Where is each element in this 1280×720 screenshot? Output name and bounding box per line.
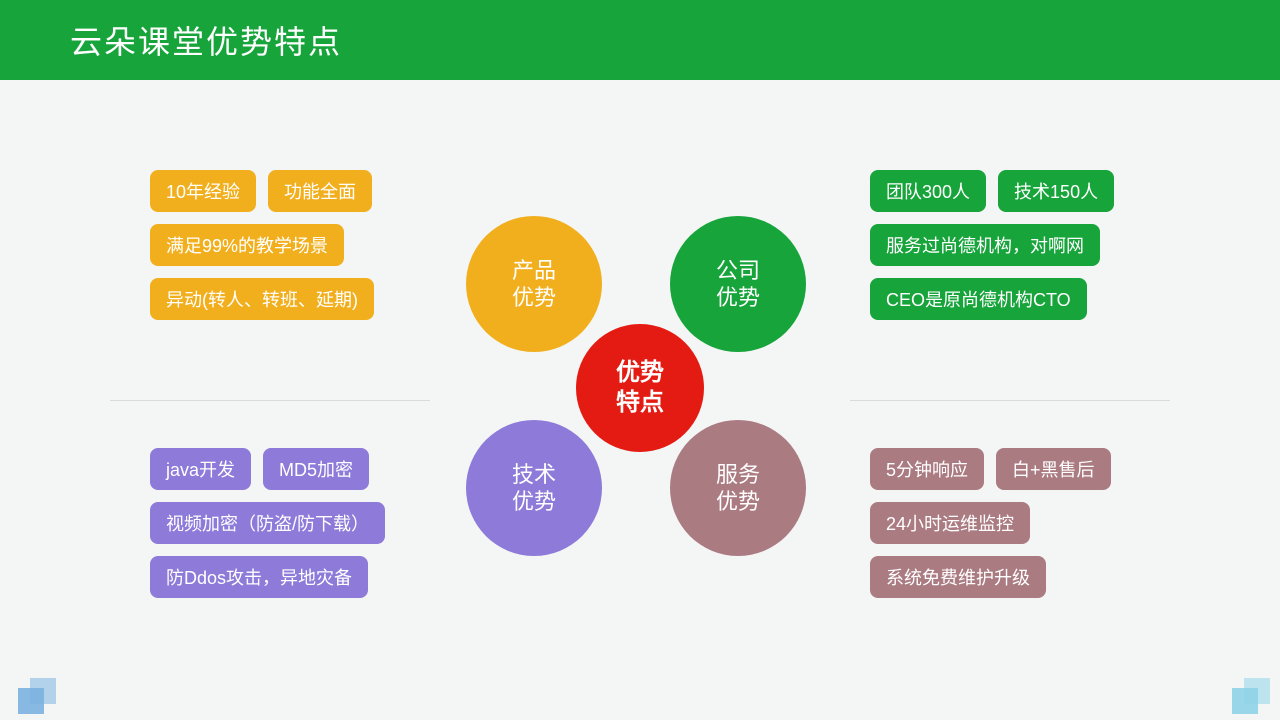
pill-product-2: 满足99%的教学场景 <box>150 224 344 266</box>
diagram-stage: 产品优势公司优势技术优势服务优势优势特点10年经验功能全面满足99%的教学场景异… <box>0 80 1280 720</box>
pill-tech-1: MD5加密 <box>263 448 369 490</box>
circle-product: 产品优势 <box>466 216 602 352</box>
pill-group-service: 5分钟响应白+黑售后 24小时运维监控系统免费维护升级 <box>870 448 1150 598</box>
pill-company-2: 服务过尚德机构，对啊网 <box>870 224 1100 266</box>
pill-group-tech: java开发 MD5加密视频加密（防盗/防下载） 防Ddos攻击，异地灾备 <box>150 448 450 598</box>
divider-0 <box>110 400 430 401</box>
circle-company: 公司优势 <box>670 216 806 352</box>
circle-label-2: 优势 <box>716 488 760 516</box>
corner-deco-1 <box>1232 678 1270 716</box>
corner-deco-0 <box>18 678 56 716</box>
circle-center: 优势特点 <box>576 324 704 452</box>
pill-company-0: 团队300人 <box>870 170 986 212</box>
pill-product-1: 功能全面 <box>268 170 372 212</box>
circle-label-2: 优势 <box>512 284 556 312</box>
divider-1 <box>850 400 1170 401</box>
circle-label-1: 优势 <box>616 358 664 388</box>
pill-service-0: 5分钟响应 <box>870 448 984 490</box>
pill-group-company: 团队300人技术150人服务过尚德机构，对啊网 CEO是原尚德机构CTO <box>870 170 1150 320</box>
pill-company-3: CEO是原尚德机构CTO <box>870 278 1087 320</box>
circle-service: 服务优势 <box>670 420 806 556</box>
circle-label-2: 特点 <box>616 388 664 418</box>
pill-product-0: 10年经验 <box>150 170 256 212</box>
pill-tech-2: 视频加密（防盗/防下载） <box>150 502 385 544</box>
circle-label-2: 优势 <box>716 284 760 312</box>
pill-tech-3: 防Ddos攻击，异地灾备 <box>150 556 368 598</box>
page-title: 云朵课堂优势特点 <box>70 17 342 63</box>
circle-tech: 技术优势 <box>466 420 602 556</box>
pill-tech-0: java开发 <box>150 448 251 490</box>
pill-company-1: 技术150人 <box>998 170 1114 212</box>
circle-label-1: 产品 <box>512 257 556 285</box>
pill-service-2: 24小时运维监控 <box>870 502 1030 544</box>
circle-label-1: 服务 <box>716 461 760 489</box>
circle-label-1: 技术 <box>512 461 556 489</box>
pill-product-3: 异动(转人、转班、延期) <box>150 278 374 320</box>
circle-label-2: 优势 <box>512 488 556 516</box>
pill-group-product: 10年经验功能全面满足99%的教学场景异动(转人、转班、延期) <box>150 170 450 320</box>
header-bar: 云朵课堂优势特点 <box>0 0 1280 80</box>
pill-service-1: 白+黑售后 <box>996 448 1111 490</box>
circle-label-1: 公司 <box>716 257 760 285</box>
pill-service-3: 系统免费维护升级 <box>870 556 1046 598</box>
